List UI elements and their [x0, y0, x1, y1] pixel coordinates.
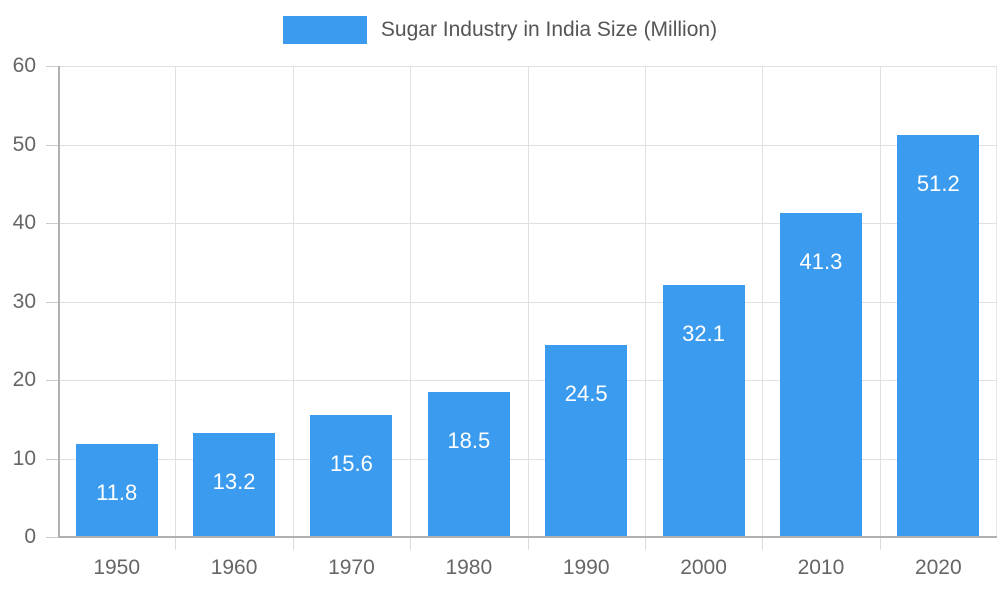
x-axis-tick — [410, 538, 411, 550]
gridline-horizontal — [58, 458, 997, 460]
plot-area — [58, 66, 997, 538]
y-axis-tick — [46, 537, 58, 538]
gridline-horizontal — [58, 144, 997, 146]
x-axis-tick — [645, 538, 646, 550]
bar-value-label: 13.2 — [212, 469, 256, 495]
x-axis-tick-label: 1950 — [93, 556, 141, 579]
bar[interactable] — [193, 433, 276, 537]
bar[interactable] — [897, 135, 980, 537]
gridline-vertical — [880, 66, 881, 537]
gridline-vertical — [762, 66, 763, 537]
y-axis-tick — [46, 458, 58, 460]
y-axis-tick-label: 30 — [12, 289, 36, 313]
bar[interactable] — [545, 344, 628, 537]
bar-value-label: 24.5 — [564, 380, 608, 406]
chart-legend: Sugar Industry in India Size (Million) — [0, 8, 1000, 52]
bar[interactable] — [75, 444, 158, 537]
x-axis-tick — [528, 538, 529, 550]
gridline-vertical — [528, 66, 529, 537]
x-axis-tick-label: 2000 — [680, 556, 727, 579]
x-axis-tick-label: 1980 — [445, 556, 493, 579]
bar[interactable] — [310, 414, 393, 537]
y-axis-tick-label: 0 — [24, 525, 36, 548]
y-axis-line — [58, 66, 60, 538]
x-axis-tick — [762, 538, 763, 550]
bar[interactable] — [662, 285, 745, 537]
bar-value-label: 18.5 — [447, 427, 491, 453]
y-axis-tick-label: 40 — [12, 211, 36, 234]
x-axis-tick-label: 2020 — [914, 556, 962, 579]
legend-item[interactable]: Sugar Industry in India Size (Million) — [282, 16, 718, 44]
bar-value-label: 51.2 — [916, 171, 960, 197]
x-axis-tick-label: 2010 — [797, 556, 845, 579]
gridline-vertical — [410, 66, 411, 537]
bar[interactable] — [427, 391, 510, 537]
y-axis-tick-label: 20 — [12, 368, 36, 391]
y-axis-tick-label: 60 — [12, 54, 36, 77]
gridline-vertical — [645, 66, 646, 537]
legend-color-swatch — [282, 16, 367, 44]
bar-value-label: 32.1 — [682, 321, 725, 346]
x-axis-line — [58, 536, 997, 538]
gridline-horizontal — [58, 301, 997, 303]
y-axis-tick — [46, 301, 58, 303]
y-axis-tick-label: 50 — [12, 132, 36, 156]
y-axis-tick — [46, 66, 58, 67]
gridline-horizontal — [58, 380, 997, 381]
x-axis-tick-label: 1960 — [210, 556, 258, 579]
y-axis-tick — [46, 223, 58, 224]
x-axis-tick — [880, 538, 881, 550]
gridline-horizontal — [58, 223, 997, 224]
x-axis-tick — [293, 538, 294, 550]
bar-value-label: 15.6 — [330, 450, 373, 476]
y-axis-tick — [46, 380, 58, 381]
bar-value-label: 41.3 — [799, 248, 843, 274]
x-axis-tick-label: 1970 — [328, 556, 375, 579]
gridline-vertical — [293, 66, 294, 537]
y-axis-tick — [46, 144, 58, 146]
bar-value-label: 11.8 — [96, 480, 138, 506]
gridline-horizontal — [58, 66, 997, 67]
y-axis-tick-label: 10 — [12, 446, 36, 470]
gridline-vertical — [175, 66, 176, 537]
bar[interactable] — [779, 212, 862, 537]
x-axis-tick — [175, 538, 176, 550]
x-axis-tick-label: 1990 — [562, 556, 610, 579]
legend-label: Sugar Industry in India Size (Million) — [380, 18, 718, 41]
